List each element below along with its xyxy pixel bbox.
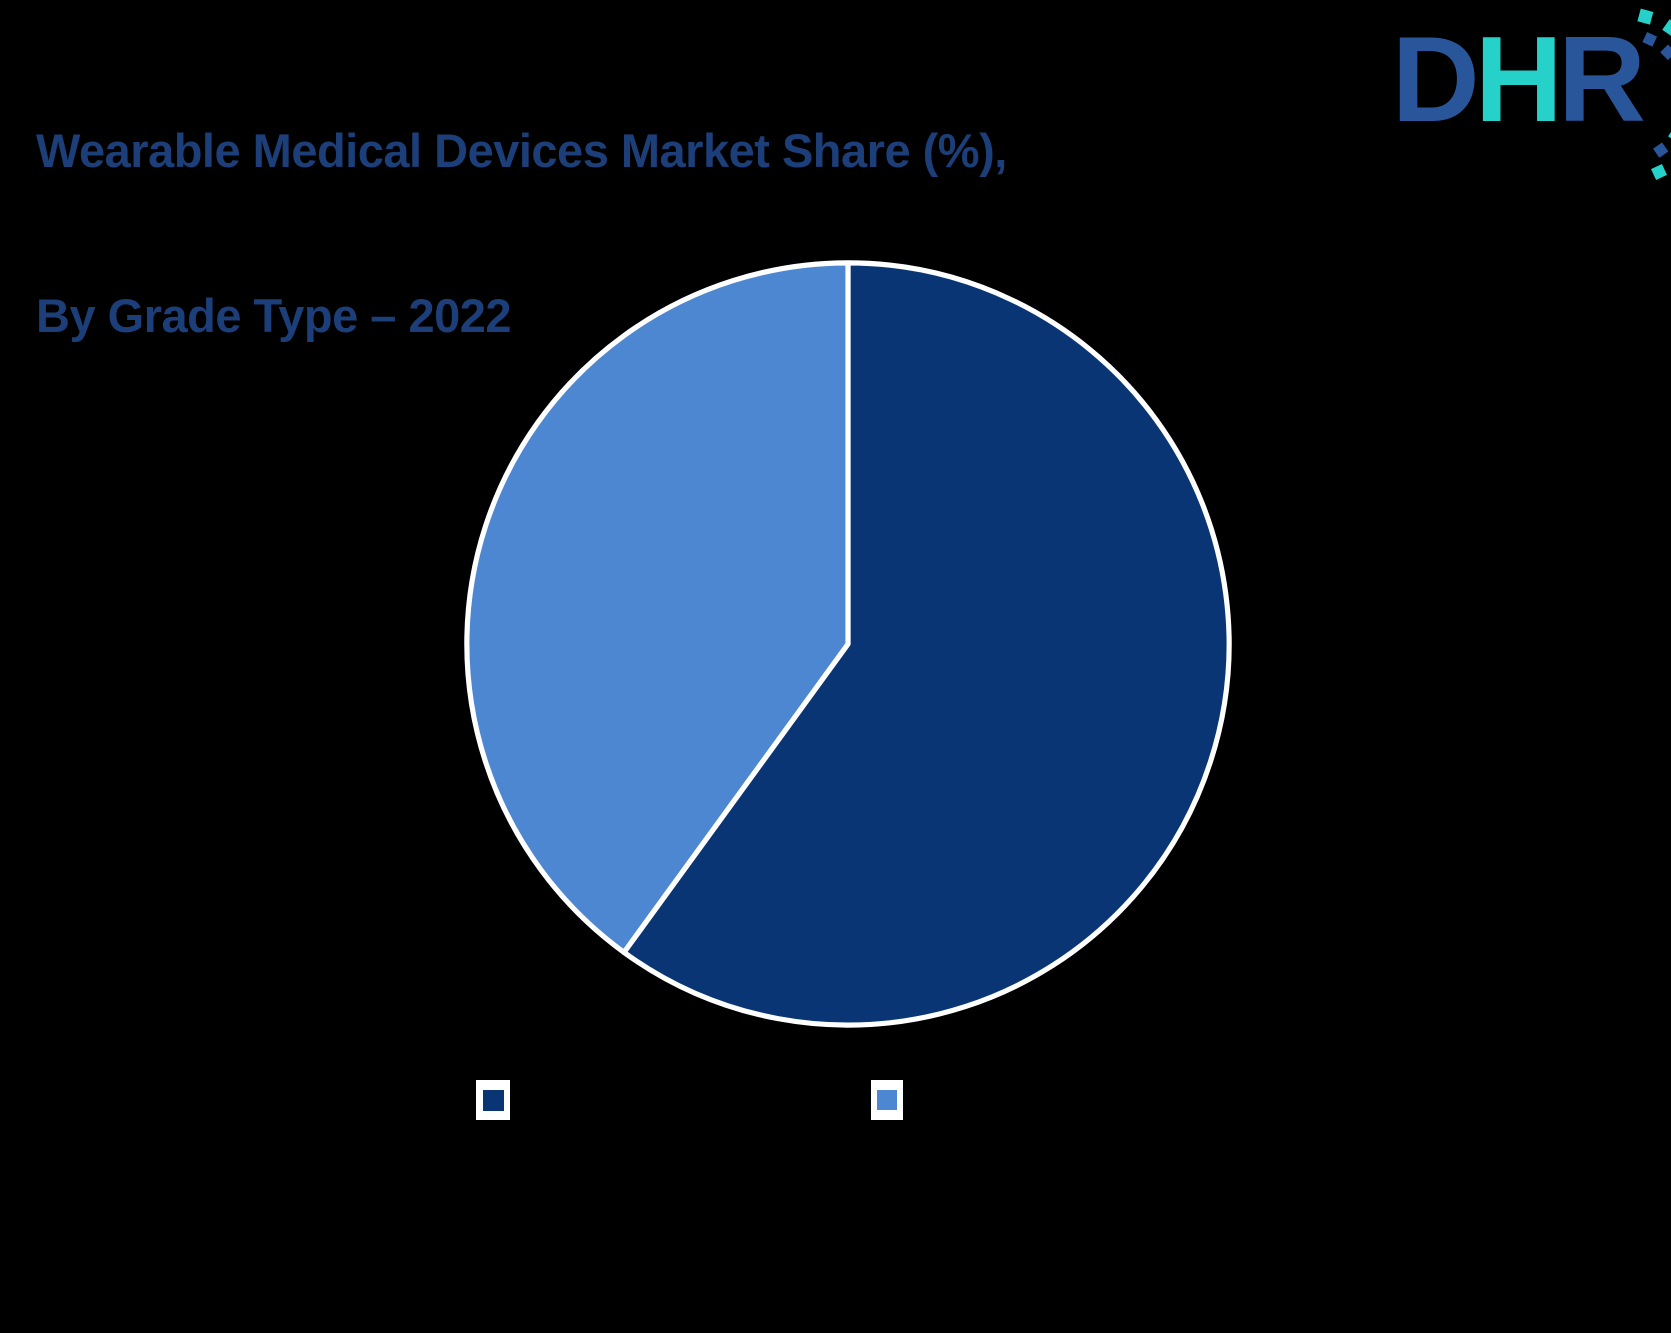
chart-title: Wearable Medical Devices Market Share (%… [36,14,1007,454]
logo-letter-h: H [1474,11,1563,147]
chart-title-line-1: Wearable Medical Devices Market Share (%… [36,123,1007,177]
logo-letter-r: R [1557,11,1646,147]
dhr-logo: D H R [1391,8,1671,180]
legend-swatch-dark-blue [482,1089,504,1111]
logo-dot-arc-icon [1637,8,1671,180]
legend-item-2 [871,1080,903,1120]
pie-chart-svg [464,260,1232,1028]
pie-slice-2 [464,260,851,955]
pie-chart [451,247,1245,1041]
pie-slice-1 [621,260,1232,1028]
dhr-logo-letters: D H R [1391,11,1646,147]
logo-letter-d: D [1391,11,1480,147]
legend-item-1 [476,1080,510,1120]
chart-title-line-2: By Grade Type – 2022 [36,288,512,342]
legend-swatch-light-blue [877,1090,897,1110]
